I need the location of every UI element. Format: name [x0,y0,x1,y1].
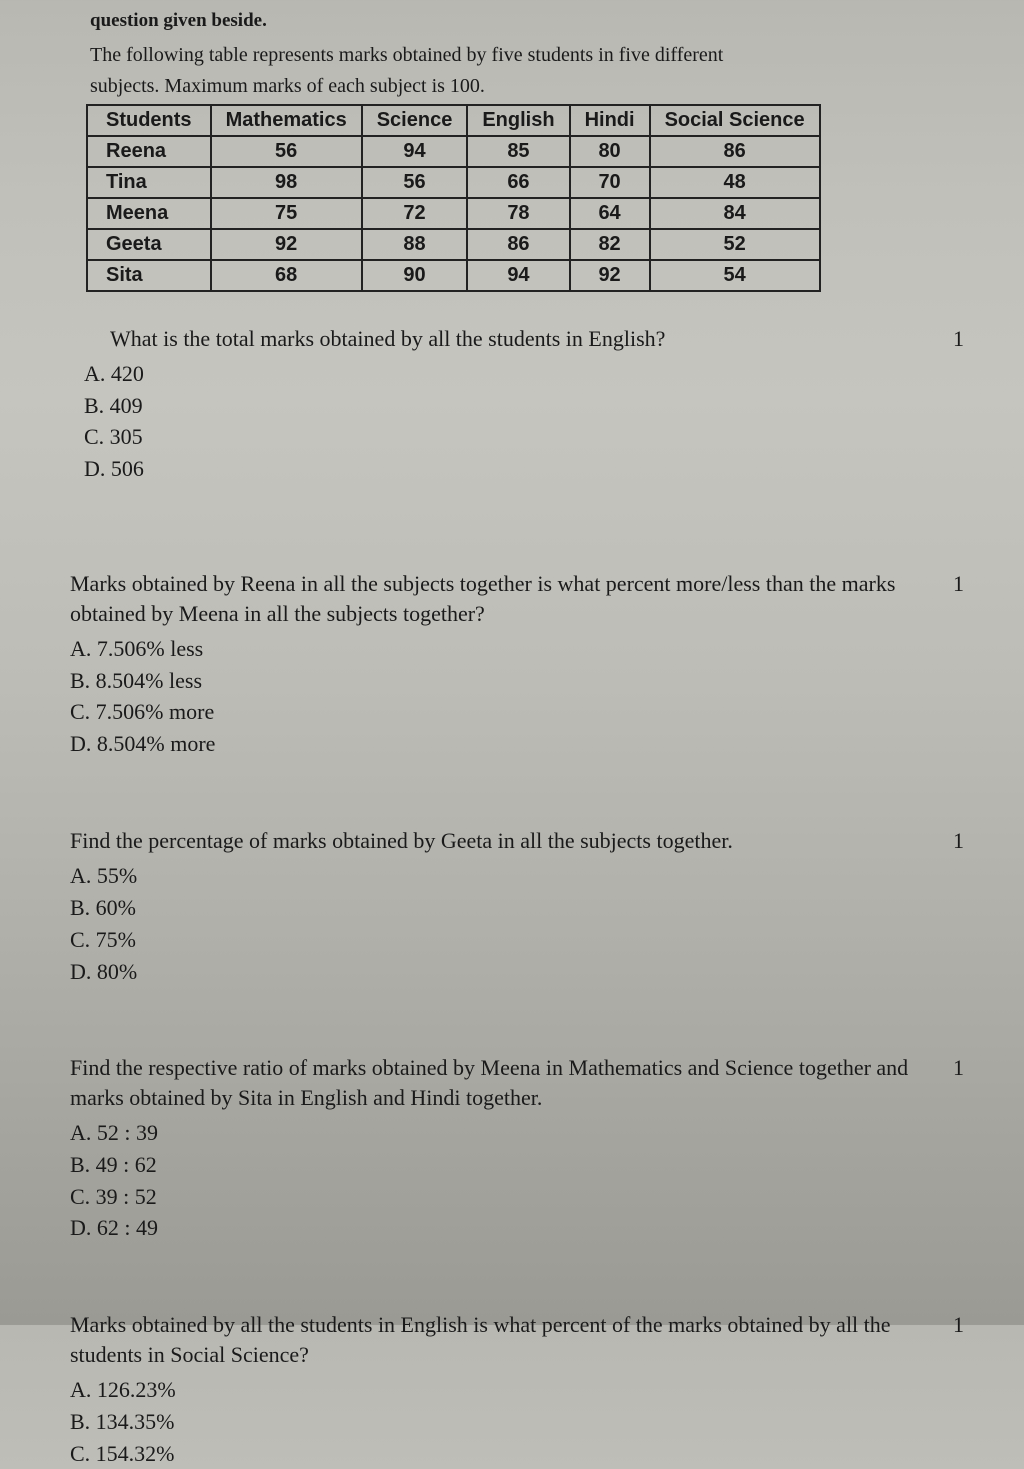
cell: 80 [570,136,650,167]
cell: 88 [362,229,468,260]
cell: 92 [211,229,362,260]
question-3-mark: 1 [924,826,964,854]
cell-student: Geeta [87,229,211,260]
cell: 90 [362,260,468,291]
cell: 72 [362,198,468,229]
question-1-mark: 1 [924,324,964,352]
option: D. 62 : 49 [70,1212,964,1244]
cell: 56 [211,136,362,167]
option: C. 75% [70,924,964,956]
option: A. 7.506% less [70,633,964,665]
cell: 82 [570,229,650,260]
question-4-text: Find the respective ratio of marks obtai… [70,1053,924,1112]
header-fragment: question given beside. [90,10,964,32]
option: B. 8.504% less [70,665,964,697]
question-2-mark: 1 [924,569,964,597]
question-3: Find the percentage of marks obtained by… [90,826,964,987]
question-3-options: A. 55% B. 60% C. 75% D. 80% [70,860,964,988]
col-header-mathematics: Mathematics [211,105,362,136]
intro-line-2: subjects. Maximum marks of each subject … [90,73,910,100]
cell: 56 [362,167,468,198]
question-1-options: A. 420 B. 409 C. 305 D. 506 [84,358,964,486]
marks-table: Students Mathematics Science English Hin… [86,104,821,292]
option: D. 8.504% more [70,728,964,760]
col-header-social-science: Social Science [650,105,820,136]
option: A. 420 [84,358,964,390]
option: C. 7.506% more [70,696,964,728]
cell: 85 [467,136,569,167]
cell: 98 [211,167,362,198]
table-row: Tina 98 56 66 70 48 [87,167,820,198]
question-5-text: Marks obtained by all the students in En… [70,1310,924,1369]
cell: 78 [467,198,569,229]
col-header-english: English [467,105,569,136]
col-header-hindi: Hindi [570,105,650,136]
marks-table-wrap: Students Mathematics Science English Hin… [86,104,964,292]
table-row: Reena 56 94 85 80 86 [87,136,820,167]
option: B. 409 [84,390,964,422]
question-4-options: A. 52 : 39 B. 49 : 62 C. 39 : 52 D. 62 :… [70,1117,964,1245]
question-4: Find the respective ratio of marks obtai… [90,1053,964,1244]
cell: 75 [211,198,362,229]
option: A. 52 : 39 [70,1117,964,1149]
question-5-mark: 1 [924,1310,964,1338]
question-1: What is the total marks obtained by all … [90,324,964,485]
option: C. 39 : 52 [70,1181,964,1213]
question-2-options: A. 7.506% less B. 8.504% less C. 7.506% … [70,633,964,761]
option: A. 126.23% [70,1374,964,1406]
question-1-text: What is the total marks obtained by all … [110,324,924,354]
question-5: Marks obtained by all the students in En… [90,1310,964,1469]
cell-student: Tina [87,167,211,198]
cell: 52 [650,229,820,260]
question-2: Marks obtained by Reena in all the subje… [90,569,964,760]
cell-student: Meena [87,198,211,229]
cell: 54 [650,260,820,291]
cell: 94 [362,136,468,167]
cell: 94 [467,260,569,291]
cell: 84 [650,198,820,229]
cell-student: Reena [87,136,211,167]
option: B. 134.35% [70,1406,964,1438]
cell-student: Sita [87,260,211,291]
option: B. 60% [70,892,964,924]
cell: 70 [570,167,650,198]
question-3-text: Find the percentage of marks obtained by… [70,826,924,856]
cell: 86 [467,229,569,260]
question-4-mark: 1 [924,1053,964,1081]
table-header-row: Students Mathematics Science English Hin… [87,105,820,136]
col-header-students: Students [87,105,211,136]
cell: 66 [467,167,569,198]
option: C. 154.32% [70,1438,964,1469]
intro-line-1: The following table represents marks obt… [90,42,910,69]
cell: 64 [570,198,650,229]
table-row: Meena 75 72 78 64 84 [87,198,820,229]
option: B. 49 : 62 [70,1149,964,1181]
cell: 92 [570,260,650,291]
option: D. 80% [70,956,964,988]
question-5-options: A. 126.23% B. 134.35% C. 154.32% [70,1374,964,1469]
col-header-science: Science [362,105,468,136]
cell: 86 [650,136,820,167]
table-row: Sita 68 90 94 92 54 [87,260,820,291]
option: D. 506 [84,453,964,485]
option: C. 305 [84,421,964,453]
cell: 68 [211,260,362,291]
question-2-text: Marks obtained by Reena in all the subje… [70,569,924,628]
option: A. 55% [70,860,964,892]
table-row: Geeta 92 88 86 82 52 [87,229,820,260]
cell: 48 [650,167,820,198]
